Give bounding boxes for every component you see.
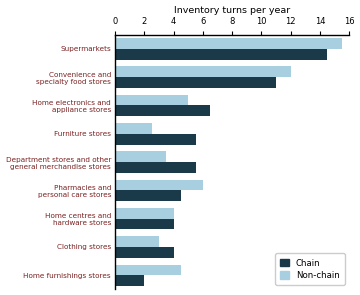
Bar [115,162,195,173]
Bar [115,66,291,77]
Bar [115,190,181,201]
Bar [115,247,174,258]
X-axis label: Inventory turns per year: Inventory turns per year [174,6,290,14]
Legend: Chain, Non-chain: Chain, Non-chain [275,253,345,285]
Bar [115,180,203,190]
Bar [115,123,152,134]
Bar [115,219,174,230]
Bar [115,106,210,116]
Bar [115,151,166,162]
Bar [115,275,144,286]
Bar [115,134,195,145]
Bar [115,208,174,219]
Bar [115,265,181,275]
Bar [115,49,327,60]
Bar [115,77,276,88]
Bar [115,236,159,247]
Bar [115,38,342,49]
Bar [115,95,188,106]
